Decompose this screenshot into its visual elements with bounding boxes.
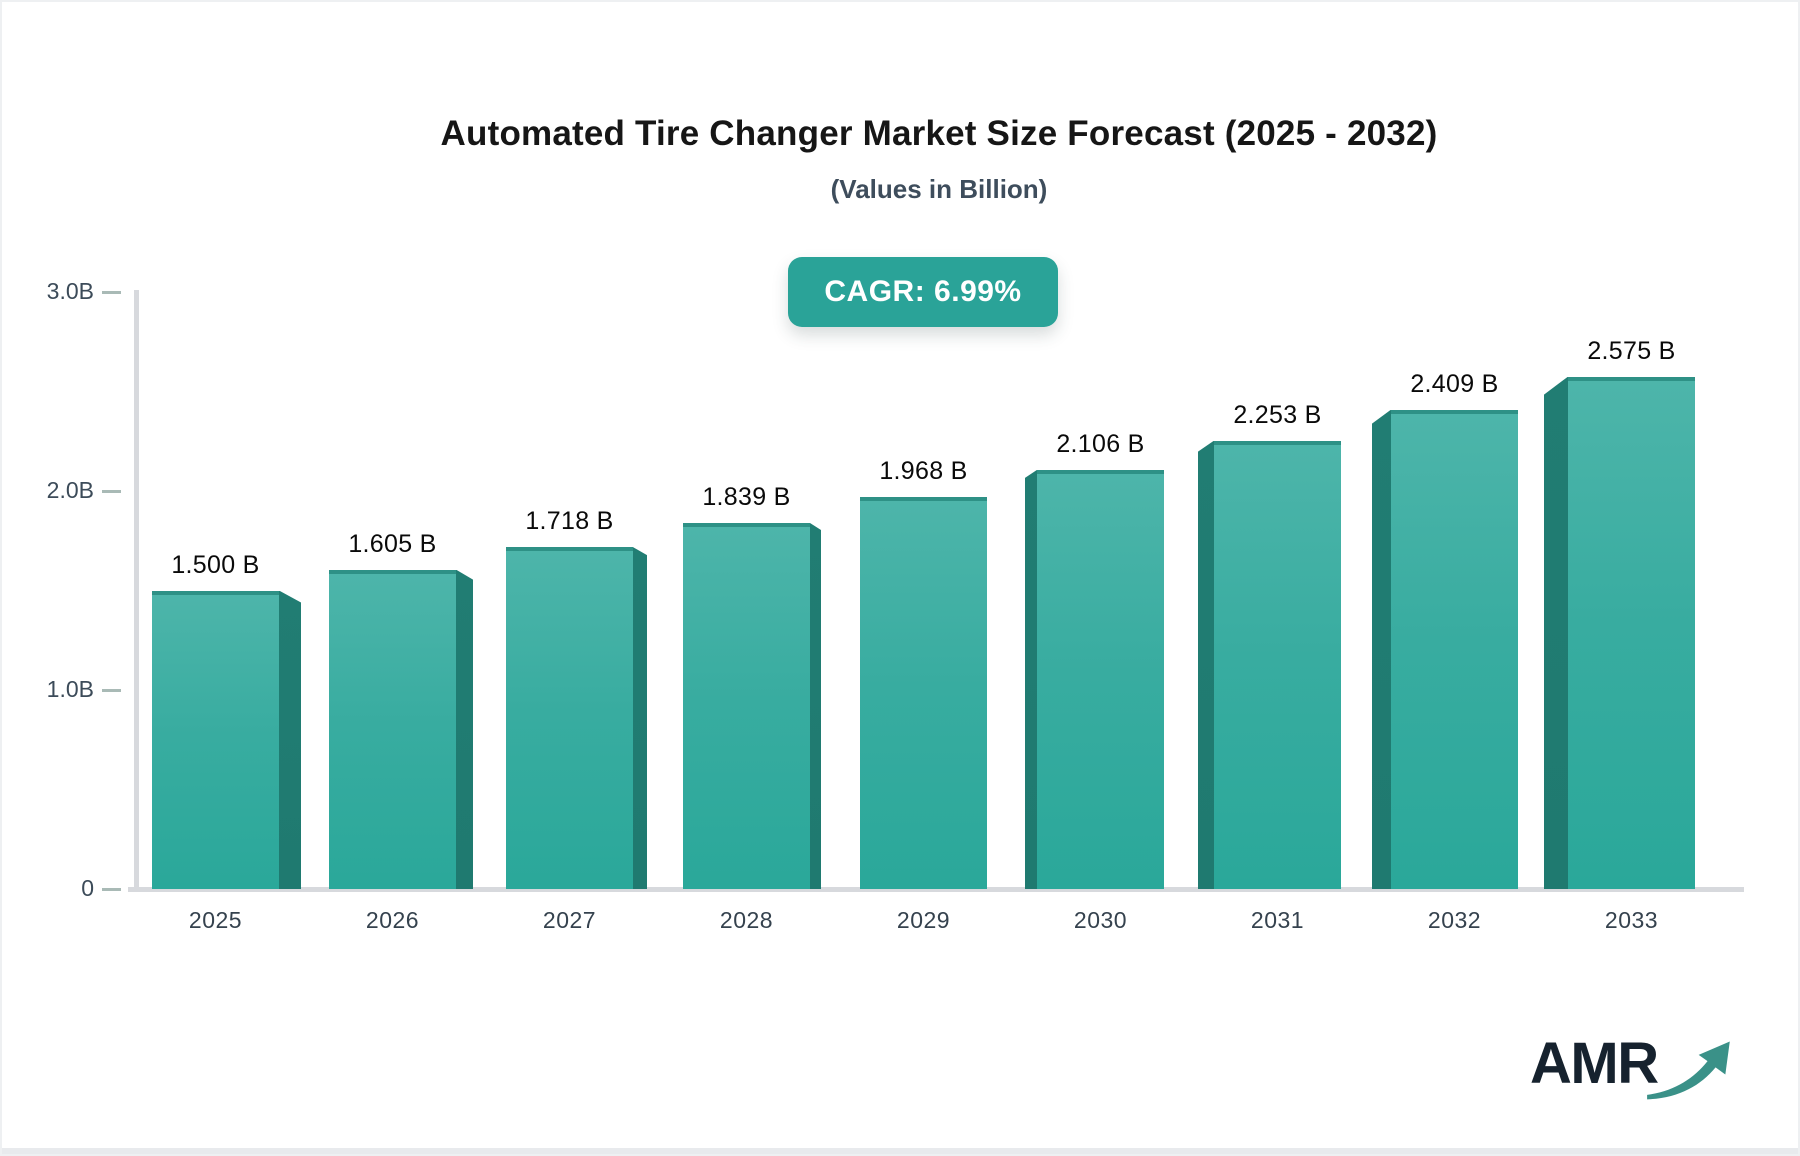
y-tick-label-1.0B: 1.0B bbox=[46, 676, 94, 702]
bar-face-2030 bbox=[1037, 469, 1164, 889]
bar-value-label-2028: 1.839 B bbox=[702, 483, 791, 512]
x-category-label-2031: 2031 bbox=[1250, 907, 1305, 933]
bar-face-2032 bbox=[1391, 409, 1518, 889]
bar-value-label-2025: 1.500 B bbox=[171, 550, 260, 579]
y-tick-label-0: 0 bbox=[81, 875, 94, 901]
y-tick-dash-3.0B bbox=[102, 290, 121, 294]
x-category-label-2030: 2030 bbox=[1073, 907, 1128, 933]
chart-subtitle: (Values in Billion) bbox=[830, 174, 1048, 204]
bar-value-label-2029: 1.968 B bbox=[879, 457, 968, 486]
y-tick-label-2.0B: 2.0B bbox=[46, 477, 94, 503]
brand-growth-arrow-icon bbox=[1646, 1041, 1730, 1100]
x-category-label-2027: 2027 bbox=[542, 907, 597, 933]
x-category-label-2032: 2032 bbox=[1427, 907, 1482, 933]
x-category-label-2026: 2026 bbox=[365, 907, 420, 933]
bottom-border-strip bbox=[2, 1148, 1798, 1154]
y-axis-line bbox=[134, 290, 139, 892]
x-category-label-2029: 2029 bbox=[896, 907, 951, 933]
bar-face-2027 bbox=[506, 547, 633, 889]
chart-title: Automated Tire Changer Market Size Forec… bbox=[440, 114, 1438, 153]
bar-face-2025 bbox=[152, 590, 279, 889]
bar-value-label-2030: 2.106 B bbox=[1056, 429, 1145, 458]
bar-face-2028 bbox=[683, 523, 810, 889]
bar-value-label-2026: 1.605 B bbox=[348, 529, 437, 558]
bar-side-2031 bbox=[1198, 440, 1214, 889]
bar-value-label-2032: 2.409 B bbox=[1410, 369, 1499, 398]
x-category-label-2033: 2033 bbox=[1604, 907, 1659, 933]
bar-face-2031 bbox=[1214, 440, 1341, 889]
y-tick-label-3.0B: 3.0B bbox=[46, 278, 94, 304]
cagr-badge-label: CAGR: 6.99% bbox=[824, 275, 1022, 308]
bar-face-2033 bbox=[1568, 376, 1695, 889]
x-axis-line bbox=[128, 887, 1744, 892]
bar-side-2032 bbox=[1372, 409, 1391, 889]
bar-side-2026 bbox=[456, 569, 473, 889]
bar-value-label-2033: 2.575 B bbox=[1587, 336, 1676, 365]
brand-logo-text: AMR bbox=[1530, 1031, 1659, 1096]
x-category-label-2025: 2025 bbox=[188, 907, 243, 933]
y-tick-dash-1.0B bbox=[102, 688, 121, 692]
cagr-badge: CAGR: 6.99% bbox=[788, 257, 1058, 327]
bar-side-2033 bbox=[1544, 376, 1568, 889]
y-tick-dash-2.0B bbox=[102, 489, 121, 493]
y-tick-dash-0 bbox=[102, 887, 121, 891]
bar-face-2029 bbox=[860, 497, 987, 889]
bar-side-2027 bbox=[633, 547, 647, 889]
bar-face-2026 bbox=[329, 569, 456, 889]
bar-side-2028 bbox=[810, 523, 821, 889]
x-category-label-2028: 2028 bbox=[719, 907, 774, 933]
bar-value-label-2031: 2.253 B bbox=[1233, 400, 1322, 429]
bar-side-2030 bbox=[1025, 469, 1037, 889]
brand-logo: AMR bbox=[1530, 1031, 1734, 1102]
bar-side-2025 bbox=[279, 590, 301, 889]
bar-value-label-2027: 1.718 B bbox=[525, 507, 614, 536]
